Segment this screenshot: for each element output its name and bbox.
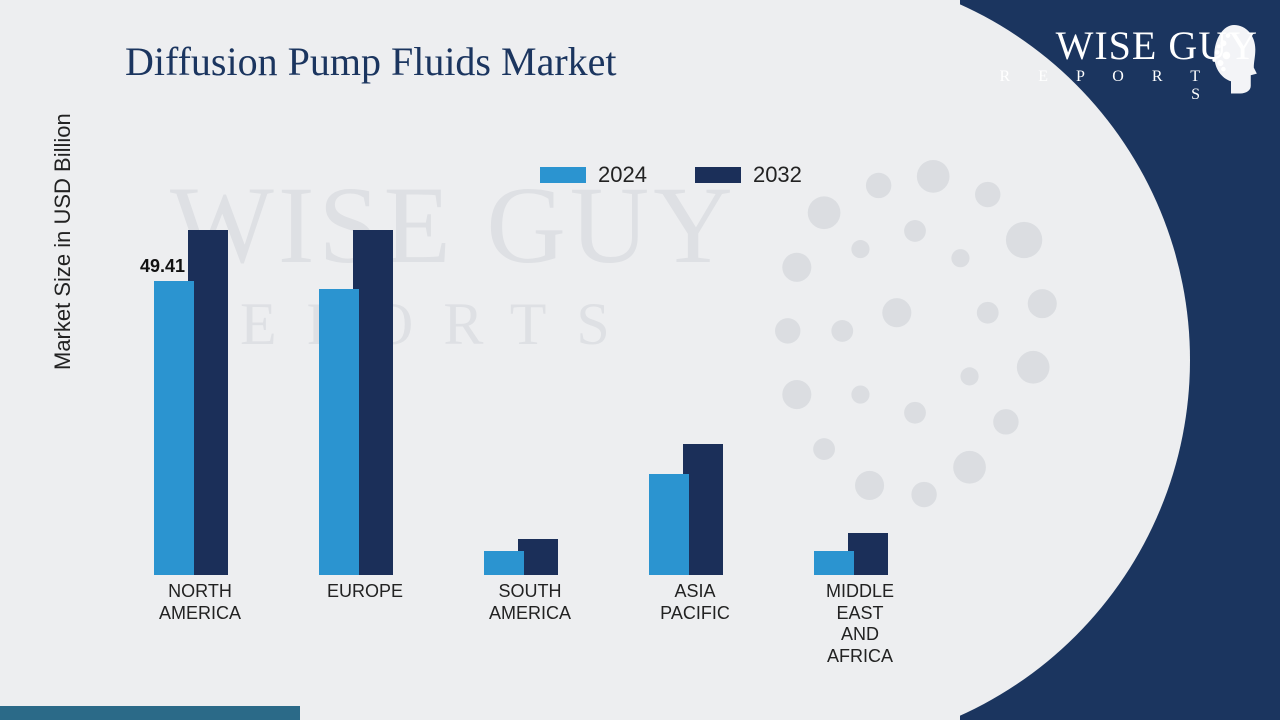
bar	[353, 230, 393, 575]
bar	[188, 230, 228, 575]
bar	[683, 444, 723, 575]
category-label: NORTHAMERICA	[130, 581, 270, 624]
bottom-strip	[0, 706, 300, 720]
category-label: ASIAPACIFIC	[625, 581, 765, 624]
bar	[848, 533, 888, 575]
bar	[484, 551, 524, 575]
category-label: MIDDLEEASTANDAFRICA	[790, 581, 930, 667]
logo-line2: R E P O R T S	[978, 68, 1212, 104]
category-label: SOUTHAMERICA	[460, 581, 600, 624]
category-label: EUROPE	[295, 581, 435, 603]
bar	[814, 551, 854, 575]
bar	[649, 474, 689, 575]
bar-chart: Market Size in USD Billion 49.41NORTHAME…	[100, 160, 950, 580]
bar	[319, 289, 359, 575]
brand-head-icon	[1200, 22, 1262, 98]
bar	[154, 281, 194, 575]
chart-title: Diffusion Pump Fluids Market	[125, 38, 617, 85]
brand-logo: WISE GUY R E P O R T S	[978, 26, 1258, 104]
plot-area: 49.41NORTHAMERICAEUROPESOUTHAMERICAASIAP…	[130, 200, 950, 576]
bar-value-label: 49.41	[140, 256, 185, 277]
bar	[518, 539, 558, 575]
report-canvas: WISE GUY REPORTS Diffusion Pump Fluids M…	[0, 0, 1280, 720]
y-axis-label: Market Size in USD Billion	[50, 113, 76, 370]
